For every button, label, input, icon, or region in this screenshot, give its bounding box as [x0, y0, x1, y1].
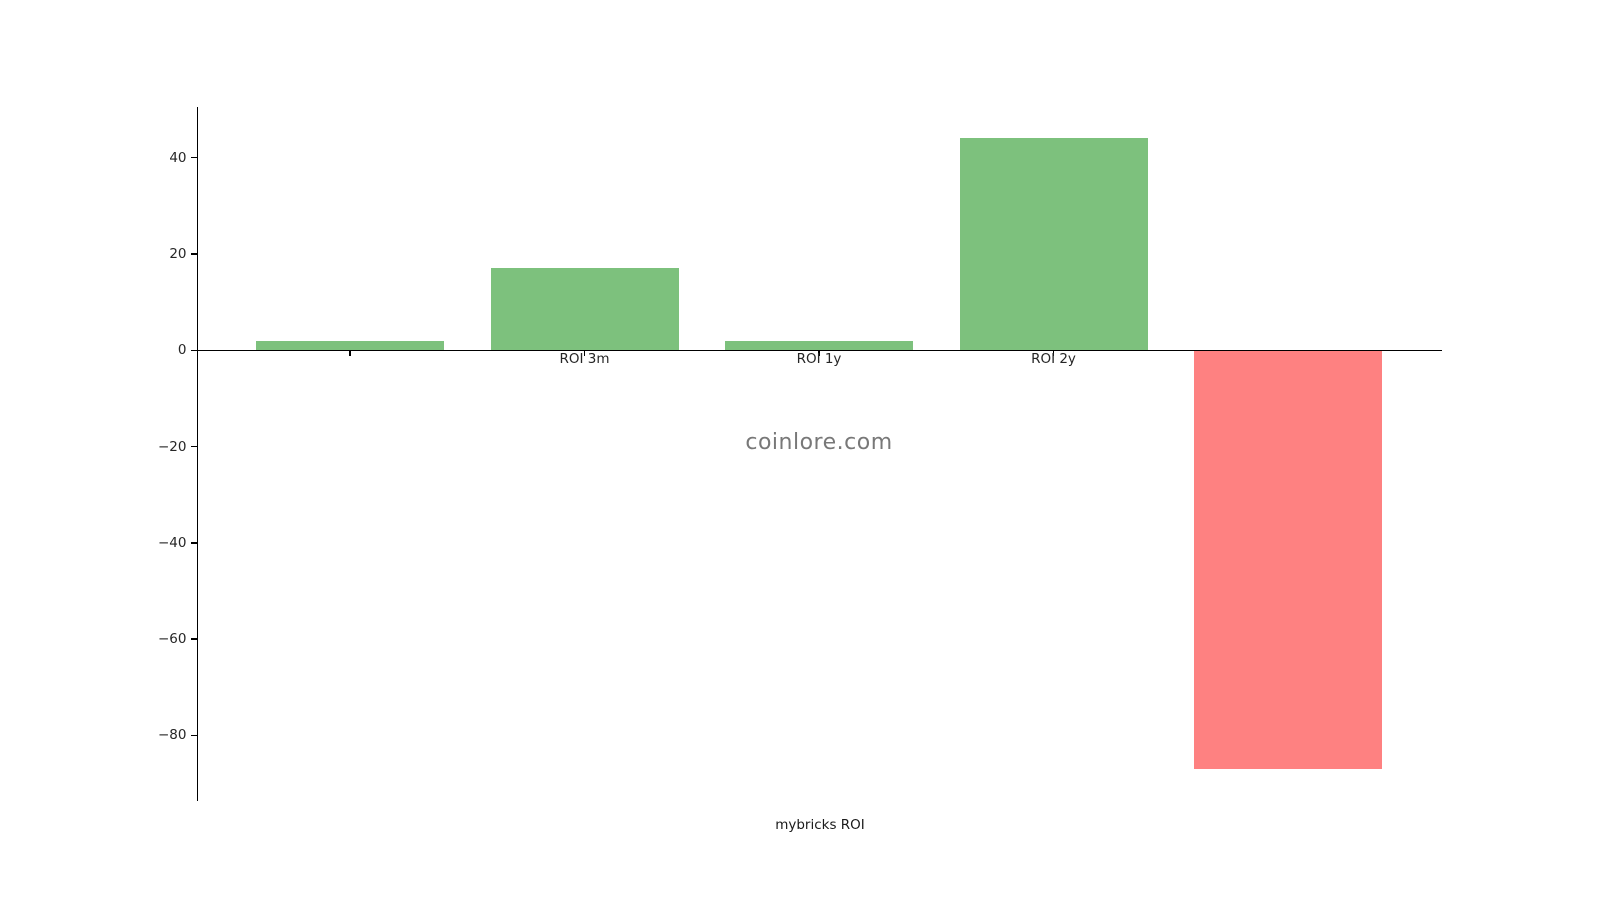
bar-roi-1y — [725, 340, 913, 351]
y-tick-label: −60 — [158, 631, 187, 648]
y-tick-label: −80 — [158, 727, 187, 744]
x-tick-label: ROI 3m — [559, 350, 610, 367]
y-tick-label: 40 — [169, 149, 187, 166]
bar-col-1 — [256, 340, 444, 351]
y-tick-mark — [190, 638, 197, 640]
bar-roi-2y — [959, 138, 1148, 351]
x-axis-title: mybricks ROI — [775, 817, 865, 833]
y-tick-mark — [190, 542, 197, 544]
x-tick-mark — [583, 350, 586, 357]
y-tick-mark — [190, 734, 197, 737]
y-tick-label: −20 — [158, 438, 187, 455]
y-axis-spine — [196, 107, 198, 801]
y-tick-label: 0 — [177, 342, 187, 359]
x-axis-zero-line — [196, 349, 1442, 351]
x-tick-mark — [1052, 350, 1055, 357]
y-tick-label: 20 — [169, 245, 187, 262]
y-tick-mark — [190, 156, 197, 159]
coinlore-watermark: coinlore.com — [745, 430, 893, 455]
y-tick-mark — [190, 253, 197, 255]
bar-col-5 — [1194, 350, 1382, 770]
bar-roi-3m — [490, 268, 679, 351]
x-tick-label: ROI 2y — [1031, 350, 1076, 367]
y-tick-label: −40 — [158, 534, 187, 551]
x-tick-mark — [349, 350, 351, 357]
x-tick-label: ROI 1y — [796, 350, 842, 367]
x-tick-mark — [818, 350, 820, 357]
y-tick-mark — [190, 349, 197, 351]
y-tick-mark — [190, 445, 197, 448]
